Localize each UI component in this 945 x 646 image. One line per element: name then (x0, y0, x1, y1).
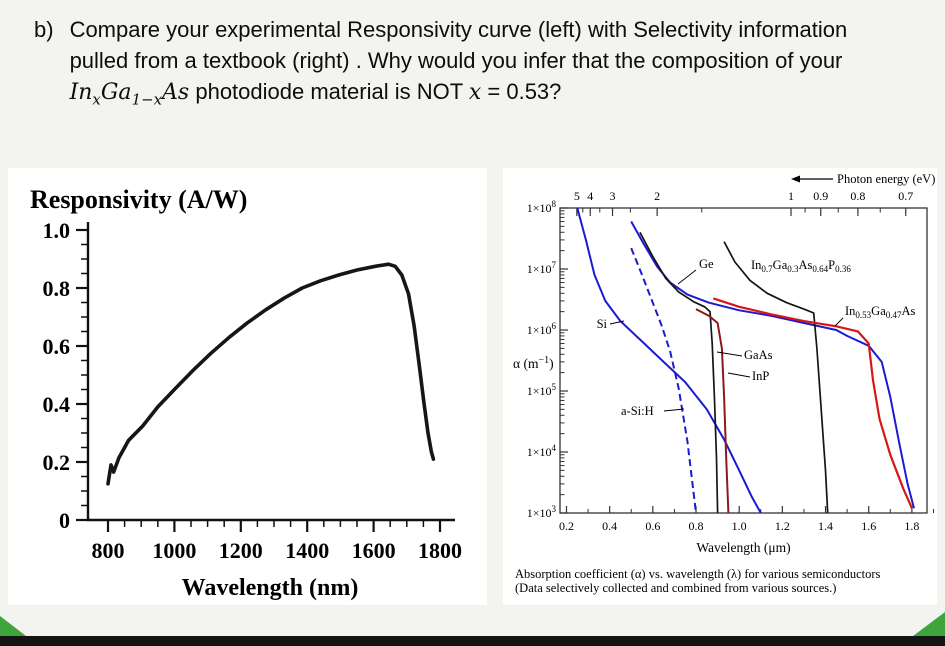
svg-text:1.8: 1.8 (904, 519, 919, 533)
svg-text:0.6: 0.6 (43, 334, 71, 359)
question-part: Ga (100, 80, 132, 106)
svg-text:1×105: 1×105 (527, 382, 557, 398)
svg-text:Absorption coefficient (α) vs.: Absorption coefficient (α) vs. wavelengt… (515, 567, 881, 581)
svg-text:800: 800 (92, 538, 125, 563)
footer-bar (0, 636, 945, 646)
svg-text:1.0: 1.0 (43, 218, 71, 243)
svg-text:In0.53Ga0.47As: In0.53Ga0.47As (845, 304, 916, 320)
svg-text:α (m−1): α (m−1) (513, 355, 554, 371)
svg-text:Si: Si (597, 317, 608, 331)
question: b) Compare your experimental Responsivit… (34, 14, 878, 111)
svg-text:Responsivity (A/W): Responsivity (A/W) (30, 185, 247, 214)
question-part: As (162, 80, 190, 106)
question-part: 1−x (131, 90, 163, 109)
svg-text:1×107: 1×107 (527, 260, 557, 276)
svg-text:1600: 1600 (352, 538, 396, 563)
svg-text:1×103: 1×103 (527, 504, 557, 520)
svg-text:a-Si:H: a-Si:H (621, 404, 654, 418)
svg-text:1×104: 1×104 (527, 443, 557, 459)
svg-text:1000: 1000 (152, 538, 196, 563)
svg-text:1.0: 1.0 (732, 519, 747, 533)
svg-text:Wavelength (nm): Wavelength (nm) (182, 575, 359, 601)
question-part: x (92, 90, 101, 109)
svg-text:1×108: 1×108 (527, 199, 557, 215)
absorption-chart-panel: 1×103 1×104 1×105 1×106 1×107 1×108 0.2 0.4 0.6 0… (503, 168, 937, 605)
svg-text:GaAs: GaAs (744, 348, 773, 362)
svg-text:1400: 1400 (285, 538, 329, 563)
question-part: In (69, 80, 93, 106)
svg-text:(Data selectively collected an: (Data selectively collected and combined… (515, 581, 836, 595)
svg-text:Ge: Ge (699, 257, 714, 271)
svg-text:0.6: 0.6 (645, 519, 660, 533)
svg-text:1.2: 1.2 (775, 519, 790, 533)
question-part: = 0.53? (481, 79, 562, 105)
svg-text:1200: 1200 (219, 538, 263, 563)
svg-text:0.4: 0.4 (43, 392, 71, 417)
svg-text:0.8: 0.8 (689, 519, 704, 533)
svg-text:0.8: 0.8 (850, 189, 865, 203)
svg-text:2: 2 (654, 189, 660, 203)
svg-text:1.6: 1.6 (861, 519, 876, 533)
responsivity-chart: 0 0.2 0.4 0.6 0.8 1.0 800 1000 1200 1400 1600 1800 R… (8, 168, 487, 605)
svg-text:Wavelength (μm): Wavelength (μm) (696, 540, 790, 555)
svg-text:0.4: 0.4 (602, 519, 617, 533)
svg-text:1800: 1800 (418, 538, 462, 563)
svg-text:0.8: 0.8 (43, 276, 71, 301)
svg-text:4: 4 (587, 189, 593, 203)
question-part: x (468, 80, 482, 106)
svg-text:3: 3 (610, 189, 616, 203)
question-body: Compare your experimental Responsivity c… (70, 14, 878, 111)
absorption-chart: 1×103 1×104 1×105 1×106 1×107 1×108 0.2 0.4 0.6 0… (503, 168, 937, 605)
svg-text:1: 1 (788, 189, 794, 203)
svg-text:0.2: 0.2 (559, 519, 574, 533)
svg-text:5: 5 (574, 189, 580, 203)
svg-text:0.9: 0.9 (813, 189, 828, 203)
svg-text:1×106: 1×106 (527, 321, 557, 337)
svg-text:1.4: 1.4 (818, 519, 833, 533)
svg-text:0.7: 0.7 (898, 189, 913, 203)
svg-text:Photon energy (eV): Photon energy (eV) (837, 172, 935, 186)
green-accent-left (0, 616, 26, 636)
svg-text:0: 0 (59, 508, 70, 533)
question-part: photodiode material is NOT (189, 79, 469, 105)
question-part: Compare your experimental Responsivity c… (69, 17, 848, 74)
svg-text:In0.7Ga0.3As0.64P0.36: In0.7Ga0.3As0.64P0.36 (751, 258, 851, 274)
green-accent-right (913, 612, 945, 636)
svg-text:0.2: 0.2 (43, 450, 71, 475)
question-bullet: b) (34, 17, 54, 42)
responsivity-chart-panel: 0 0.2 0.4 0.6 0.8 1.0 800 1000 1200 1400 1600 1800 R… (8, 168, 487, 605)
svg-text:InP: InP (752, 369, 769, 383)
